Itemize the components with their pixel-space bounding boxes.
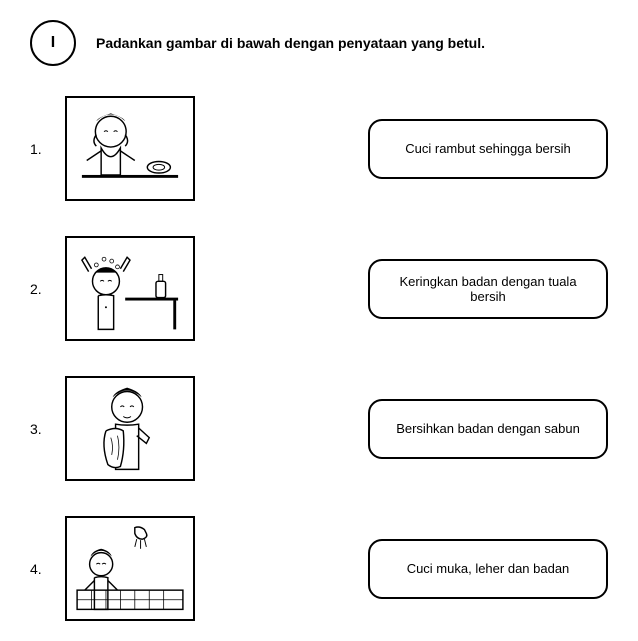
item-number: 4. (30, 561, 50, 577)
worksheet-row: 3. Bersihkan badan dengan sabun (30, 376, 608, 481)
statement-text: Bersihkan badan dengan sabun (396, 421, 580, 436)
image-box-4 (65, 516, 195, 621)
image-box-3 (65, 376, 195, 481)
image-box-1 (65, 96, 195, 201)
statement-text: Cuci muka, leher dan badan (407, 561, 570, 576)
shower-icon (67, 518, 193, 619)
item-number: 2. (30, 281, 50, 297)
worksheet-row: 2. Keringkan badan dengan tuala be (30, 236, 608, 341)
statement-text: Cuci rambut sehingga bersih (405, 141, 570, 156)
statement-box: Cuci rambut sehingga bersih (368, 119, 608, 179)
question-number-circle: I (30, 20, 76, 66)
dry-towel-icon (67, 378, 193, 479)
statement-box: Cuci muka, leher dan badan (368, 539, 608, 599)
worksheet-row: 4. Cuci (30, 516, 608, 621)
item-number: 3. (30, 421, 50, 437)
worksheet-row: 1. Cuci rambut sehingga bersih (30, 96, 608, 201)
statement-text: Keringkan badan dengan tuala bersih (386, 274, 590, 304)
worksheet-rows: 1. Cuci rambut sehingga bersih 2. (30, 96, 608, 621)
instruction-text: Padankan gambar di bawah dengan penyataa… (96, 35, 485, 51)
statement-box: Keringkan badan dengan tuala bersih (368, 259, 608, 319)
worksheet-header: I Padankan gambar di bawah dengan penyat… (30, 20, 608, 66)
wash-face-icon (67, 98, 193, 199)
statement-box: Bersihkan badan dengan sabun (368, 399, 608, 459)
wash-hair-icon (67, 238, 193, 339)
image-box-2 (65, 236, 195, 341)
question-number: I (51, 34, 55, 52)
item-number: 1. (30, 141, 50, 157)
